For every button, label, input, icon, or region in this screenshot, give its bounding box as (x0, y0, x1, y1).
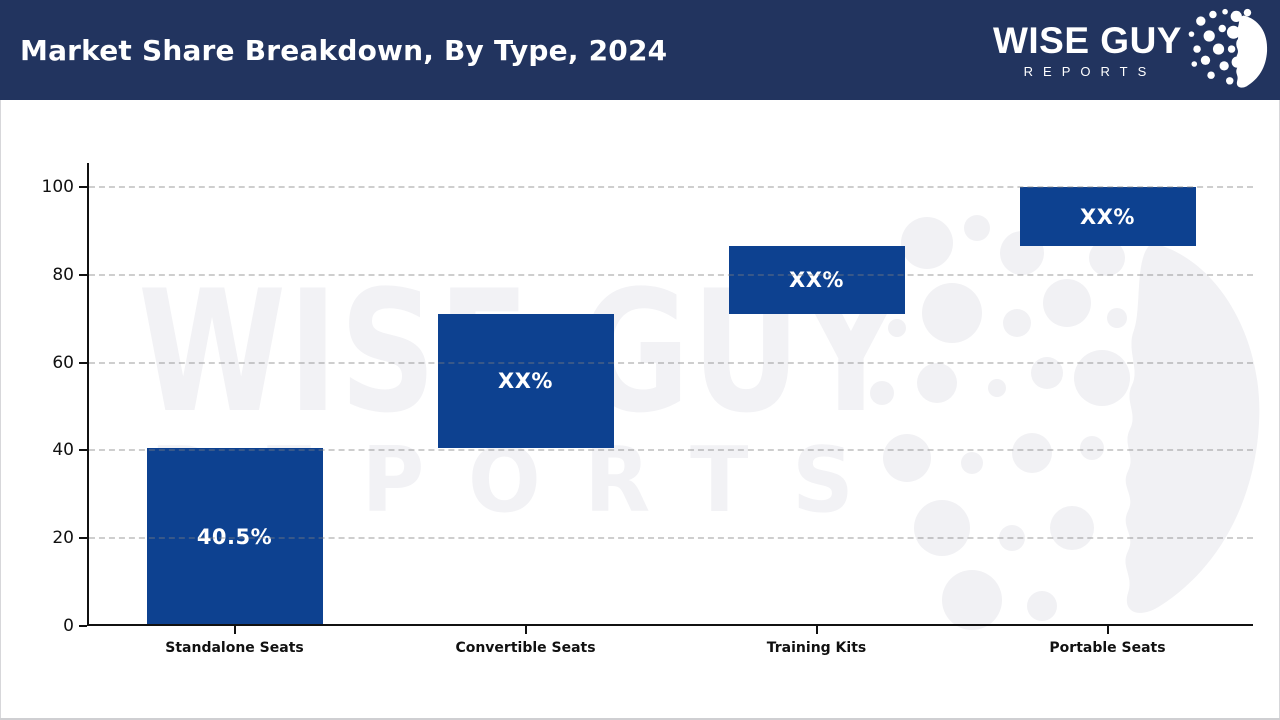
y-tick-label: 80 (52, 264, 74, 285)
x-tick-mark (1106, 626, 1109, 634)
brand-sub-wordmark: REPORTS (1023, 63, 1157, 79)
bar-value-label: XX% (1080, 204, 1135, 229)
brand-head-icon (1188, 8, 1268, 88)
x-axis (87, 624, 1253, 626)
y-tick-mark (79, 537, 87, 540)
x-axis-label: Standalone Seats (165, 640, 304, 656)
page-left-border (0, 0, 1, 720)
y-axis (87, 163, 89, 626)
bar-value-label: XX% (789, 268, 844, 293)
watermark-head-icon (866, 215, 1260, 630)
brand-wordmark: WISE GUY (992, 19, 1182, 61)
brand-logo: WISE GUY REPORTS (993, 6, 1268, 94)
y-tick-label: 60 (52, 352, 74, 373)
page-bottom-border (0, 718, 1280, 720)
gridline (89, 537, 1253, 540)
bar-training-kits: XX% (728, 246, 905, 315)
header: Market Share Breakdown, By Type, 2024 WI… (0, 0, 1280, 100)
brand-wordmark-block: WISE GUY REPORTS (993, 22, 1182, 79)
x-axis-label: Training Kits (766, 640, 867, 656)
y-tick-label: 100 (41, 177, 74, 197)
bar-portable-seats: XX% (1019, 187, 1196, 247)
y-tick-label: 0 (63, 616, 74, 636)
y-tick-label: 20 (52, 528, 74, 549)
y-tick-mark (79, 186, 87, 188)
gridline (89, 449, 1253, 452)
x-tick-mark (233, 626, 236, 634)
gridline (89, 361, 1253, 364)
x-axis-label: Convertible Seats (455, 640, 596, 656)
y-tick-mark (79, 361, 87, 364)
y-tick-mark (79, 449, 87, 452)
y-tick-label: 40 (52, 440, 74, 461)
chart-area: WISE GUY REPORTS 0 20 40 60 80 100 40.5% Standa… (0, 100, 1280, 720)
gridline (89, 273, 1253, 276)
bar-convertible-seats: XX% (437, 314, 614, 449)
y-tick-mark (79, 273, 87, 276)
gridline (89, 186, 1253, 188)
bar-value-label: XX% (498, 369, 553, 394)
bar-value-label: 40.5% (196, 525, 273, 550)
bar-standalone-seats: 40.5% (146, 448, 323, 626)
page-title: Market Share Breakdown, By Type, 2024 (20, 33, 668, 67)
y-tick-mark (79, 625, 87, 627)
x-tick-mark (815, 626, 818, 634)
x-tick-mark (524, 626, 527, 634)
x-axis-label: Portable Seats (1049, 640, 1166, 656)
